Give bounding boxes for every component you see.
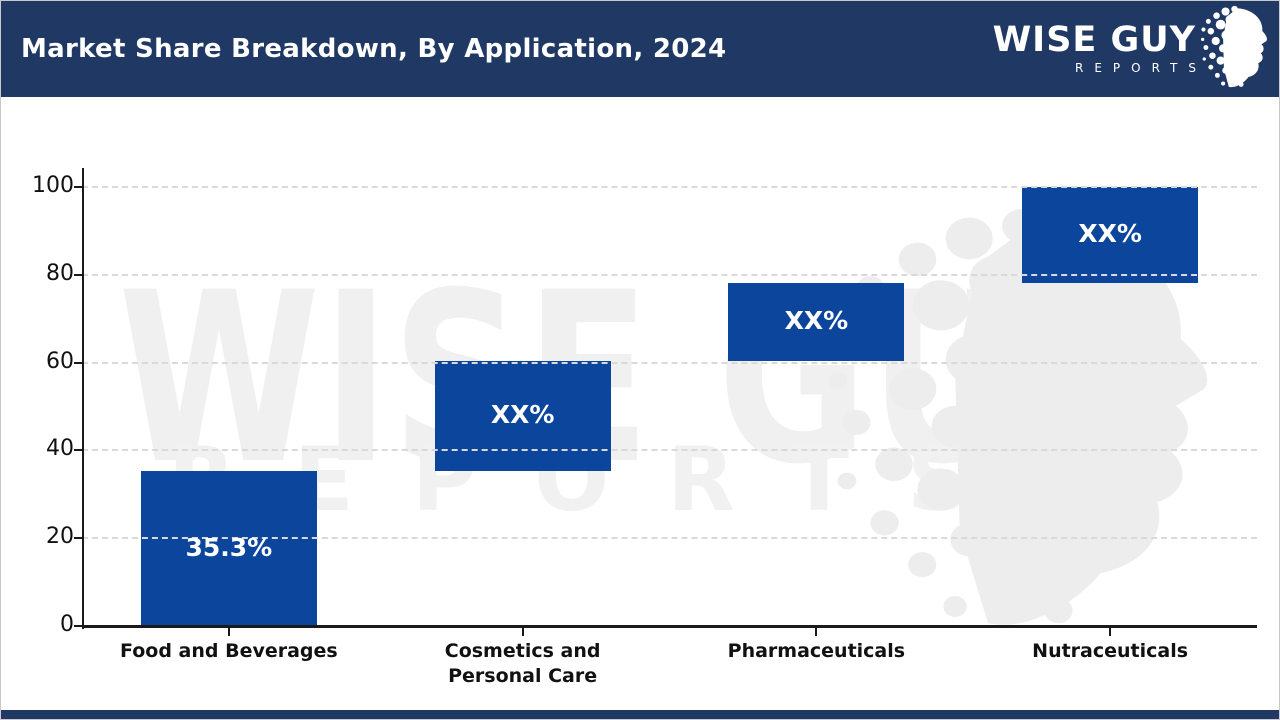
y-tick-mark-20: [74, 537, 82, 540]
y-tick-label-40: 40: [46, 436, 74, 462]
x-tick-mark-1: [227, 628, 230, 636]
y-tick-mark-100: [74, 186, 82, 188]
y-tick-mark-40: [74, 449, 82, 452]
bar-value-label-1: 35.3%: [185, 532, 273, 562]
x-axis-label-3: Pharmaceuticals: [676, 639, 956, 664]
x-tick-mark-2: [521, 628, 524, 636]
bar-2: [434, 361, 611, 472]
x-axis-label-line: Nutraceuticals: [1032, 640, 1189, 662]
gridline-20: [82, 537, 1257, 540]
gridline-40: [82, 449, 1257, 452]
x-axis-label-line: Personal Care: [448, 664, 598, 687]
bar-3: [728, 283, 905, 362]
y-tick-label-80: 80: [46, 260, 74, 286]
gridline-100: [82, 186, 1257, 188]
footer-bar: [0, 710, 1280, 720]
y-tick-label-100: 100: [32, 173, 74, 198]
x-axis-label-line: Food and Beverages: [120, 640, 338, 662]
gridline-60: [82, 361, 1257, 364]
bar-value-label-3: XX%: [784, 306, 849, 336]
y-tick-label-20: 20: [46, 524, 74, 550]
chart-title: Market Share Breakdown, By Application, …: [21, 33, 727, 64]
x-axis-label-line: Cosmetics and: [444, 640, 601, 662]
x-tick-mark-4: [1109, 628, 1112, 636]
logo-face-icon: [1201, 5, 1267, 88]
x-axis-label-1: Food and Beverages: [89, 639, 369, 664]
x-tick-mark-3: [815, 628, 818, 636]
x-axis-label-4: Nutraceuticals: [970, 639, 1250, 664]
bar-4: [1022, 187, 1199, 284]
gridline-80: [82, 273, 1257, 276]
y-tick-label-0: 0: [60, 612, 74, 637]
y-tick-label-60: 60: [46, 348, 74, 374]
x-axis-label-line: Pharmaceuticals: [727, 640, 906, 662]
y-axis-line: [82, 168, 84, 629]
header-bar: Market Share Breakdown, By Application, …: [0, 0, 1280, 97]
bar-value-label-2: XX%: [490, 400, 555, 430]
logo: WISE GUY REPORTS: [993, 22, 1196, 75]
logo-wordmark: WISE GUY: [992, 20, 1196, 60]
bar-value-label-4: XX%: [1078, 219, 1142, 249]
x-axis-label-2: Cosmetics and Personal Care: [383, 639, 663, 688]
y-tick-mark-60: [74, 361, 82, 364]
y-tick-mark-0: [74, 625, 82, 627]
y-tick-mark-80: [74, 273, 82, 276]
x-axis-line: [82, 625, 1257, 628]
logo-subtext: REPORTS: [1074, 60, 1207, 75]
bar-1: [140, 471, 317, 626]
